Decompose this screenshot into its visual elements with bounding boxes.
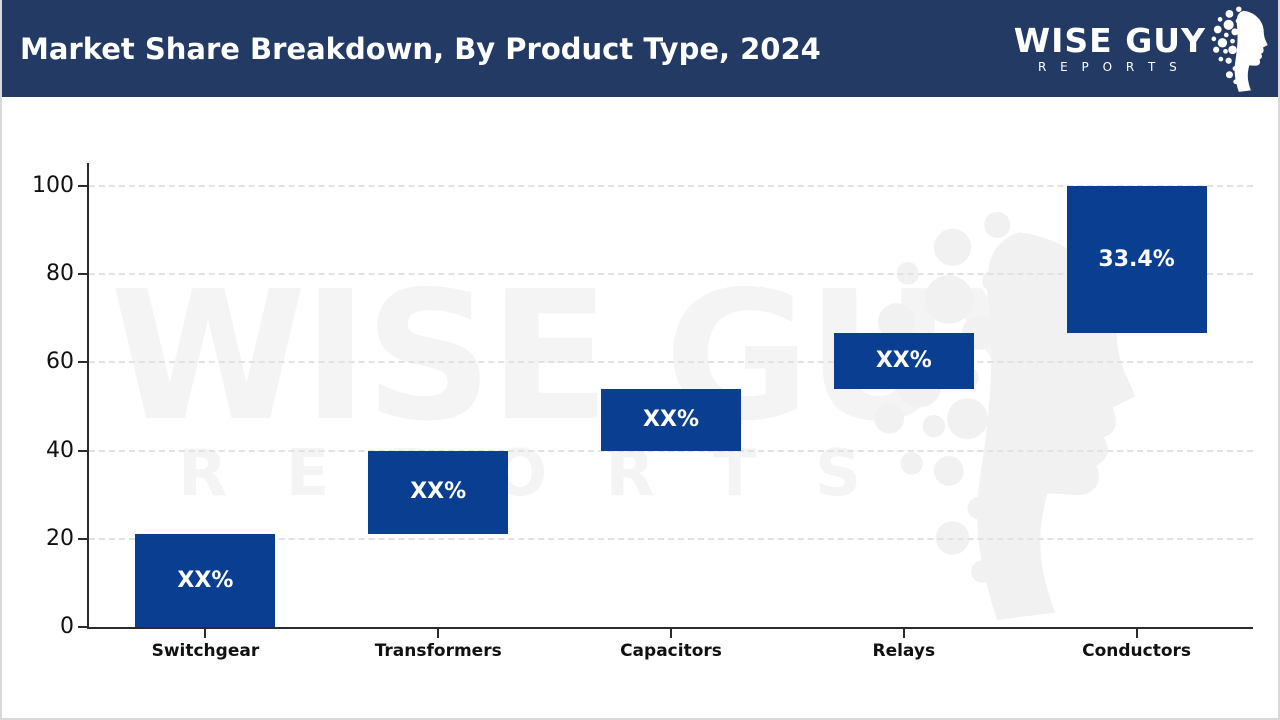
gridline xyxy=(89,361,1253,364)
bar-segment: 33.4% xyxy=(1066,186,1207,334)
bar-value-label: 33.4% xyxy=(1098,246,1175,272)
header-bar: Market Share Breakdown, By Product Type,… xyxy=(0,0,1280,97)
bar-value-label: XX% xyxy=(177,567,234,593)
gridline xyxy=(89,449,1253,452)
x-category-label: Capacitors xyxy=(620,641,722,661)
x-tick-mark xyxy=(670,629,672,638)
plot-area: 0 20 40 60 80 100 XX% Switchgear XX% Transformers… xyxy=(32,163,1253,661)
bar-segment: XX% xyxy=(135,534,276,627)
x-category-label: Relays xyxy=(872,641,936,661)
wiseguy-logo-text: WISE GUY R E P O R T S xyxy=(1013,20,1206,75)
bar-value-label: XX% xyxy=(410,479,467,505)
y-tick-mark xyxy=(78,361,87,364)
chart-title: Market Share Breakdown, By Product Type,… xyxy=(20,31,821,66)
bar-segment: XX% xyxy=(368,450,509,535)
wiseguy-logo-subtitle: R E P O R T S xyxy=(1037,60,1182,75)
bar-value-label: XX% xyxy=(643,406,699,432)
y-tick-mark xyxy=(78,273,87,276)
x-category-label: Switchgear xyxy=(151,641,260,661)
x-axis-line xyxy=(87,627,1253,629)
x-tick-mark xyxy=(1135,629,1138,638)
gridline xyxy=(89,273,1253,276)
bar-segment: XX% xyxy=(601,388,741,451)
frame-border-right xyxy=(1278,0,1280,720)
gridline xyxy=(89,185,1253,187)
y-tick-mark xyxy=(78,185,87,187)
y-tick-label: 20 xyxy=(46,525,74,551)
x-category-label: Transformers xyxy=(374,641,502,661)
wiseguy-face-icon xyxy=(1211,6,1268,92)
bar-segment: XX% xyxy=(833,333,974,389)
y-tick-label: 60 xyxy=(46,349,74,375)
x-tick-mark xyxy=(204,629,207,638)
y-axis-line xyxy=(87,163,89,629)
wiseguy-logo: WISE GUY R E P O R T S xyxy=(1014,6,1270,92)
y-tick-label: 0 xyxy=(60,614,74,639)
x-category-label: Conductors xyxy=(1082,641,1192,661)
y-tick-mark xyxy=(78,449,87,452)
x-tick-mark xyxy=(902,629,905,638)
frame-border-left xyxy=(0,0,2,720)
x-tick-mark xyxy=(437,629,440,638)
wiseguy-logo-wordmark: WISE GUY xyxy=(1013,20,1206,60)
y-tick-label: 80 xyxy=(46,261,74,287)
y-tick-label: 100 xyxy=(32,173,74,198)
watermark-subtitle: R E P O R T S xyxy=(178,437,880,511)
y-tick-mark xyxy=(78,626,87,628)
frame-border-bottom xyxy=(0,718,1280,720)
y-tick-mark xyxy=(78,537,87,540)
y-tick-label: 40 xyxy=(46,437,74,463)
bar-value-label: XX% xyxy=(875,348,932,374)
gridline xyxy=(89,537,1253,540)
